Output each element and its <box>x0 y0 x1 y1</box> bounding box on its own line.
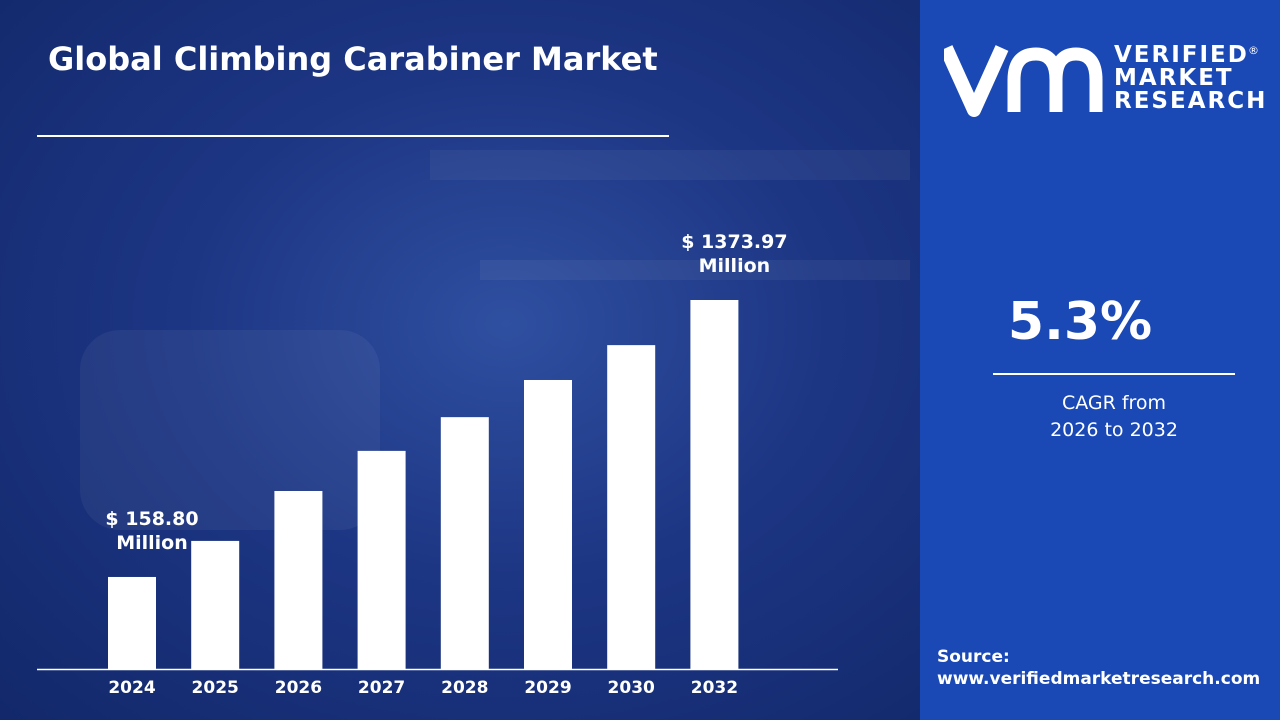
bar-2025 <box>191 540 240 669</box>
x-tick-label: 2027 <box>358 678 405 698</box>
source: Source: www.verifiedmarketresearch.com <box>937 646 1260 690</box>
registered-mark: ® <box>1248 44 1259 57</box>
cagr-label-line2: 2026 to 2032 <box>1050 419 1178 441</box>
cagr-label-line1: CAGR from <box>1061 392 1167 414</box>
bar-2029 <box>524 379 572 669</box>
background-photo <box>430 150 910 180</box>
bar-2028 <box>440 417 489 669</box>
data-label: Million <box>699 255 771 277</box>
x-tick-label: 2025 <box>192 678 239 698</box>
cagr-value: 5.3% <box>1007 292 1153 352</box>
source-label: Source: <box>937 647 1010 667</box>
bar-2030 <box>607 345 656 669</box>
data-label: $ 1373.97 <box>681 231 787 253</box>
bar-2026 <box>274 490 323 669</box>
x-tick-label: 2026 <box>275 678 322 698</box>
brand-line-1: VERIFIED <box>1114 42 1249 68</box>
side-panel <box>920 0 1280 720</box>
x-tick-label: 2032 <box>691 678 738 698</box>
title-divider <box>37 135 669 137</box>
cagr-divider <box>993 373 1235 375</box>
x-tick-label: 2030 <box>608 678 655 698</box>
background-photo <box>80 330 380 530</box>
bar-2032 <box>690 300 739 669</box>
brand-line-3: RESEARCH <box>1114 88 1264 114</box>
brand-line-2: MARKET <box>1114 65 1234 91</box>
cagr-label: CAGR from 2026 to 2032 <box>993 390 1235 444</box>
bar-2027 <box>357 450 406 669</box>
x-tick-label: 2028 <box>441 678 488 698</box>
background-photo <box>480 260 910 280</box>
data-label: $ 158.80 <box>105 508 198 530</box>
chart-title: Global Climbing Carabiner Market <box>48 40 658 78</box>
bar-2024 <box>108 576 156 669</box>
brand-logo: VERIFIED MARKET RESEARCH ® <box>944 42 1264 117</box>
source-url[interactable]: www.verifiedmarketresearch.com <box>937 669 1261 689</box>
data-label: Million <box>116 532 188 554</box>
x-tick-label: 2029 <box>524 678 571 698</box>
x-tick-label: 2024 <box>108 678 155 698</box>
